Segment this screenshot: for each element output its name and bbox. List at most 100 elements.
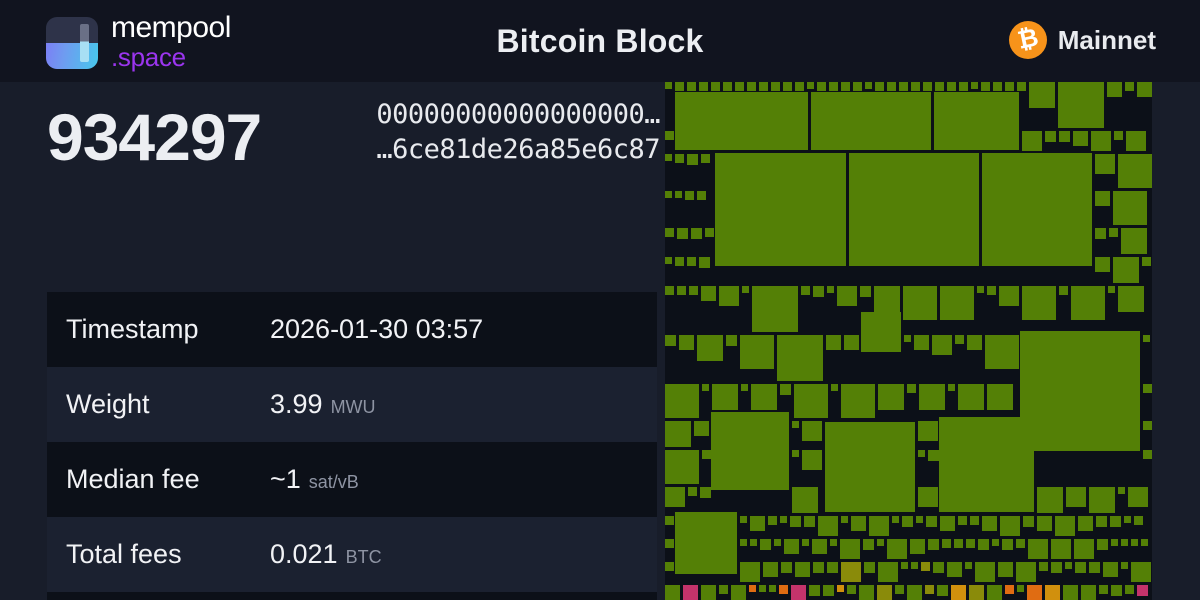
transaction-treemap[interactable] [665, 82, 1152, 600]
treemap-tx[interactable] [699, 257, 710, 268]
treemap-tx[interactable] [1143, 384, 1152, 393]
treemap-tx[interactable] [895, 585, 904, 594]
treemap-tx[interactable] [665, 335, 676, 346]
treemap-tx[interactable] [1045, 585, 1060, 600]
treemap-tx[interactable] [918, 450, 925, 457]
treemap-tx[interactable] [932, 335, 952, 355]
treemap-tx[interactable] [940, 516, 955, 531]
treemap-tx[interactable] [849, 153, 979, 266]
treemap-tx[interactable] [863, 539, 874, 550]
treemap-tx[interactable] [691, 228, 702, 239]
treemap-tx[interactable] [1131, 539, 1138, 546]
treemap-tx[interactable] [911, 82, 920, 91]
network-badge[interactable]: ₿ Mainnet [1008, 21, 1156, 59]
treemap-tx[interactable] [869, 516, 889, 536]
treemap-tx[interactable] [910, 539, 925, 554]
block-hash[interactable]: 00000000000000000… …6ce81de26a85e6c87 [300, 98, 660, 167]
treemap-tx[interactable] [1111, 539, 1118, 546]
treemap-tx[interactable] [687, 82, 696, 91]
treemap-tx[interactable] [689, 286, 698, 295]
treemap-tx[interactable] [826, 335, 841, 350]
treemap-tx[interactable] [771, 82, 780, 91]
treemap-tx[interactable] [1121, 562, 1128, 569]
treemap-tx[interactable] [1103, 562, 1118, 577]
treemap-tx[interactable] [1125, 82, 1134, 91]
treemap-tx[interactable] [702, 450, 711, 459]
treemap-tx[interactable] [1113, 257, 1139, 283]
treemap-tx[interactable] [1118, 154, 1152, 188]
treemap-tx[interactable] [982, 153, 1092, 266]
treemap-tx[interactable] [740, 516, 747, 523]
treemap-tx[interactable] [781, 562, 792, 573]
treemap-tx[interactable] [969, 585, 984, 600]
treemap-tx[interactable] [907, 585, 922, 600]
treemap-tx[interactable] [701, 286, 716, 301]
treemap-tx[interactable] [1113, 191, 1147, 225]
treemap-tx[interactable] [719, 286, 739, 306]
treemap-tx[interactable] [1059, 286, 1068, 295]
treemap-tx[interactable] [864, 562, 875, 573]
treemap-tx[interactable] [971, 82, 978, 89]
treemap-tx[interactable] [919, 384, 945, 410]
treemap-tx[interactable] [859, 585, 874, 600]
treemap-tx[interactable] [731, 585, 746, 600]
treemap-tx[interactable] [1118, 286, 1144, 312]
treemap-tx[interactable] [1134, 516, 1143, 525]
treemap-tx[interactable] [1027, 585, 1042, 600]
treemap-tx[interactable] [802, 539, 809, 546]
treemap-tx[interactable] [853, 82, 862, 91]
treemap-tx[interactable] [970, 516, 979, 525]
treemap-tx[interactable] [860, 286, 871, 297]
treemap-tx[interactable] [928, 539, 939, 550]
treemap-tx[interactable] [837, 286, 857, 306]
treemap-tx[interactable] [851, 516, 866, 531]
treemap-tx[interactable] [813, 286, 824, 297]
treemap-tx[interactable] [841, 82, 850, 91]
treemap-tx[interactable] [792, 487, 818, 513]
treemap-tx[interactable] [940, 286, 974, 320]
treemap-tx[interactable] [665, 154, 672, 161]
treemap-tx[interactable] [1051, 539, 1071, 559]
treemap-tx[interactable] [958, 384, 984, 410]
treemap-tx[interactable] [712, 384, 738, 410]
treemap-tx[interactable] [665, 585, 680, 600]
treemap-tx[interactable] [1089, 562, 1100, 573]
treemap-tx[interactable] [987, 585, 1002, 600]
treemap-tx[interactable] [665, 562, 674, 571]
treemap-tx[interactable] [665, 450, 699, 484]
treemap-tx[interactable] [993, 82, 1002, 91]
treemap-tx[interactable] [840, 539, 860, 559]
treemap-tx[interactable] [1005, 585, 1014, 594]
treemap-tx[interactable] [809, 585, 820, 596]
treemap-tx[interactable] [829, 82, 838, 91]
treemap-tx[interactable] [937, 585, 948, 596]
treemap-tx[interactable] [1137, 585, 1148, 596]
treemap-tx[interactable] [967, 335, 982, 350]
treemap-tx[interactable] [677, 228, 688, 239]
treemap-tx[interactable] [792, 421, 799, 428]
treemap-tx[interactable] [904, 335, 911, 342]
treemap-tx[interactable] [1039, 562, 1048, 571]
treemap-tx[interactable] [1000, 516, 1020, 536]
treemap-tx[interactable] [892, 516, 899, 523]
treemap-tx[interactable] [811, 92, 931, 150]
treemap-tx[interactable] [1095, 257, 1110, 272]
treemap-tx[interactable] [992, 539, 999, 546]
treemap-tx[interactable] [784, 539, 799, 554]
treemap-tx[interactable] [1089, 487, 1115, 513]
treemap-tx[interactable] [1002, 539, 1013, 550]
treemap-tx[interactable] [780, 384, 791, 395]
treemap-tx[interactable] [665, 539, 674, 548]
treemap-tx[interactable] [1020, 331, 1140, 451]
treemap-tx[interactable] [1016, 562, 1036, 582]
treemap-tx[interactable] [1017, 585, 1024, 592]
treemap-tx[interactable] [1037, 487, 1063, 513]
treemap-tx[interactable] [1051, 562, 1062, 573]
treemap-tx[interactable] [665, 487, 685, 507]
treemap-tx[interactable] [665, 286, 674, 295]
treemap-tx[interactable] [1045, 131, 1056, 142]
treemap-tx[interactable] [1125, 585, 1134, 594]
treemap-tx[interactable] [1016, 539, 1025, 548]
treemap-tx[interactable] [760, 539, 771, 550]
treemap-tx[interactable] [1005, 82, 1014, 91]
